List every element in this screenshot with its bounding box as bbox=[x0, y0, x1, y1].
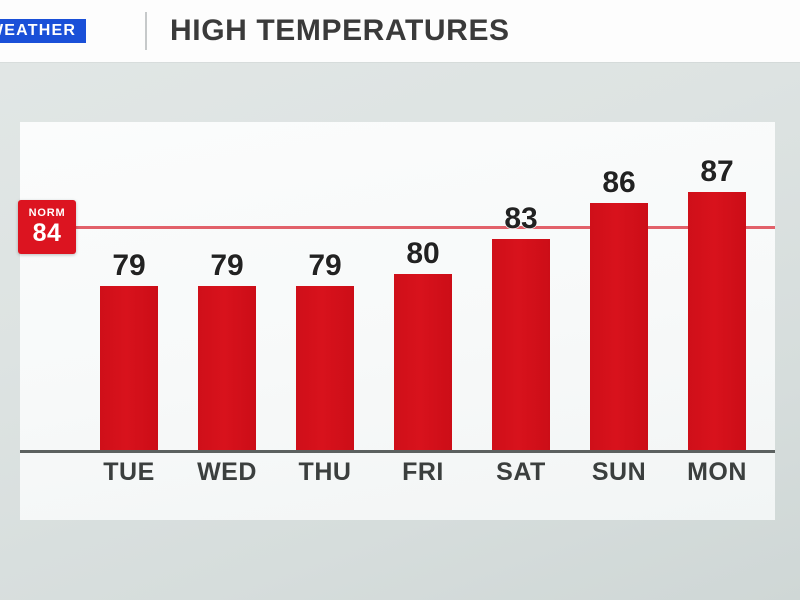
bar-column: 80 FRI bbox=[394, 122, 452, 520]
bar-value-label: 79 bbox=[112, 248, 146, 282]
bar-sat bbox=[492, 238, 550, 450]
bar-column: 86 SUN bbox=[590, 122, 648, 520]
bar-value-label: 79 bbox=[210, 248, 244, 282]
bar-value-label: 86 bbox=[602, 166, 636, 200]
x-axis-label-fri: FRI bbox=[402, 458, 444, 486]
x-axis-label-mon: MON bbox=[687, 458, 747, 486]
network-logo-badge: WEATHER bbox=[0, 19, 87, 43]
norm-badge-label: NORM bbox=[28, 207, 66, 220]
x-axis-label-wed: WED bbox=[197, 458, 257, 486]
bar-tue bbox=[100, 285, 158, 450]
bar-series: 79 TUE 79 WED 79 THU 80 FRI 83 SAT 86 SUN 87 MON bbox=[20, 122, 775, 520]
norm-badge: NORM 84 bbox=[18, 199, 76, 254]
chart-panel: 79 TUE 79 WED 79 THU 80 FRI 83 SAT 86 SUN 87 MON NORM… bbox=[18, 122, 775, 520]
bar-thu bbox=[296, 285, 354, 450]
header-divider bbox=[145, 12, 147, 50]
bar-column: 79 THU bbox=[296, 122, 354, 520]
bar-value-label: 80 bbox=[406, 236, 440, 270]
page-title: HIGH TEMPERATURES bbox=[170, 14, 510, 47]
plot-area: 79 TUE 79 WED 79 THU 80 FRI 83 SAT 86 SUN 87 MON NORM… bbox=[18, 122, 775, 520]
bar-value-label: 87 bbox=[700, 154, 734, 188]
bar-fri bbox=[394, 273, 452, 450]
x-axis-line bbox=[20, 450, 775, 453]
bar-column: 79 WED bbox=[197, 122, 256, 520]
bar-mon bbox=[688, 191, 746, 450]
x-axis-label-sun: SUN bbox=[591, 458, 647, 486]
bar-sun bbox=[590, 203, 648, 450]
x-axis-label-tue: TUE bbox=[103, 458, 155, 486]
bar-column: 83 SAT bbox=[492, 122, 550, 520]
norm-reference-line bbox=[20, 225, 775, 229]
bar-wed bbox=[198, 285, 256, 450]
norm-badge-value: 84 bbox=[32, 219, 62, 248]
bar-value-label: 83 bbox=[504, 201, 538, 235]
header-bar: WEATHER HIGH TEMPERATURES bbox=[0, 0, 800, 62]
bar-column: 87 MON bbox=[687, 122, 746, 520]
bar-column: 79 TUE bbox=[100, 122, 158, 520]
x-axis-label-sat: SAT bbox=[496, 458, 546, 486]
bar-value-label: 79 bbox=[308, 248, 342, 282]
x-axis-label-thu: THU bbox=[298, 458, 352, 486]
